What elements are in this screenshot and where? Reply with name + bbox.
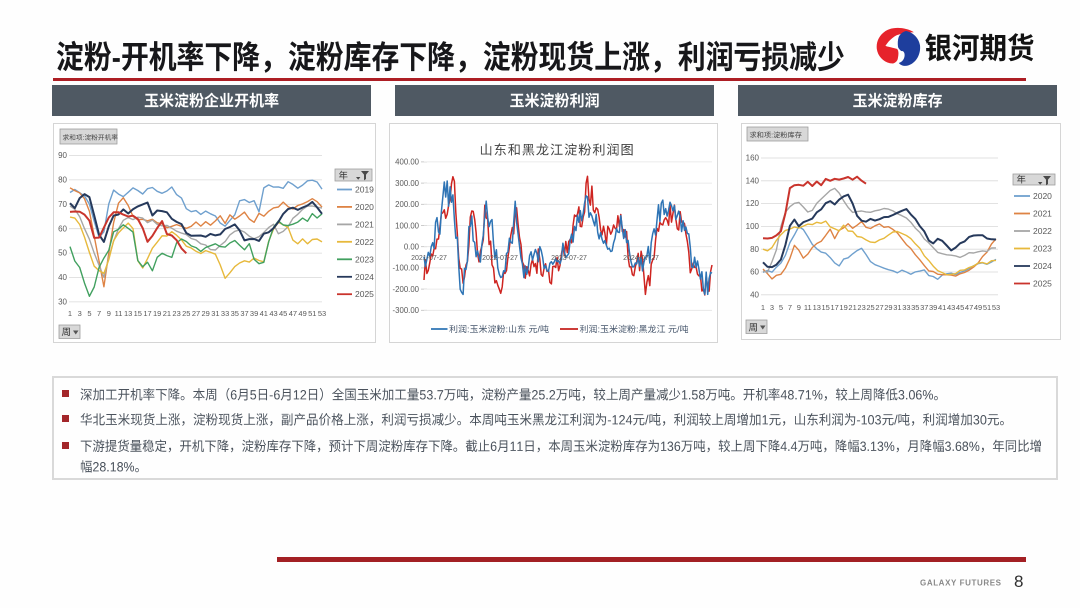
svg-text:45: 45 [956, 303, 964, 312]
svg-text:2021: 2021 [1033, 209, 1052, 219]
svg-text:300.00: 300.00 [395, 179, 420, 188]
svg-text:3: 3 [770, 303, 774, 312]
svg-text:2022-07-27: 2022-07-27 [482, 255, 518, 262]
svg-text:-300.00: -300.00 [393, 306, 420, 315]
svg-text:0.00: 0.00 [404, 243, 420, 252]
svg-text:33: 33 [902, 303, 910, 312]
svg-text:43: 43 [947, 303, 955, 312]
svg-text:33: 33 [221, 309, 229, 318]
svg-text:2024: 2024 [355, 272, 374, 282]
svg-text:37: 37 [240, 309, 248, 318]
svg-text:2024-07-27: 2024-07-27 [623, 255, 659, 262]
svg-text:2024: 2024 [1033, 261, 1052, 271]
svg-text:2025: 2025 [355, 289, 374, 299]
svg-text:31: 31 [211, 309, 219, 318]
svg-text:1: 1 [761, 303, 765, 312]
svg-text:9: 9 [107, 309, 111, 318]
svg-text:41: 41 [938, 303, 946, 312]
svg-text:23: 23 [857, 303, 865, 312]
svg-text:39: 39 [250, 309, 258, 318]
svg-text:15: 15 [134, 309, 142, 318]
svg-text:GALAXY FUTURES: GALAXY FUTURES [920, 579, 1002, 588]
svg-text:80: 80 [58, 176, 67, 185]
svg-text:25: 25 [866, 303, 874, 312]
svg-text:27: 27 [192, 309, 200, 318]
svg-text:70: 70 [58, 200, 67, 209]
svg-text:1: 1 [68, 309, 72, 318]
svg-text:7: 7 [788, 303, 792, 312]
svg-text:2025: 2025 [1033, 279, 1052, 289]
svg-text:5: 5 [779, 303, 783, 312]
svg-text:3: 3 [78, 309, 82, 318]
svg-text:43: 43 [269, 309, 277, 318]
svg-text:100.00: 100.00 [395, 221, 420, 230]
svg-text:21: 21 [848, 303, 856, 312]
svg-text:2020: 2020 [355, 202, 374, 212]
svg-text:60: 60 [750, 268, 759, 277]
svg-text:30: 30 [58, 298, 67, 307]
svg-text:2020: 2020 [1033, 191, 1052, 201]
svg-text:29: 29 [202, 309, 210, 318]
svg-text:40: 40 [58, 273, 67, 282]
svg-text:120: 120 [746, 199, 760, 208]
svg-text:51: 51 [983, 303, 991, 312]
svg-text:41: 41 [260, 309, 268, 318]
svg-text:23: 23 [172, 309, 180, 318]
svg-text:13: 13 [124, 309, 132, 318]
svg-text:53: 53 [992, 303, 1000, 312]
svg-text:19: 19 [153, 309, 161, 318]
svg-text:29: 29 [884, 303, 892, 312]
svg-text:47: 47 [289, 309, 297, 318]
svg-text:2023-07-27: 2023-07-27 [551, 255, 587, 262]
svg-text:17: 17 [143, 309, 151, 318]
svg-text:2021-07-27: 2021-07-27 [411, 255, 447, 262]
svg-text:11: 11 [804, 303, 812, 312]
svg-text:17: 17 [831, 303, 839, 312]
svg-text:25: 25 [182, 309, 190, 318]
svg-text:2019: 2019 [355, 185, 374, 195]
svg-text:140: 140 [746, 176, 760, 185]
svg-text:7: 7 [97, 309, 101, 318]
svg-text:8: 8 [1014, 572, 1023, 591]
svg-text:15: 15 [822, 303, 830, 312]
svg-text:400.00: 400.00 [395, 158, 420, 167]
svg-text:2022: 2022 [1033, 226, 1052, 236]
svg-text:2023: 2023 [355, 254, 374, 264]
svg-text:60: 60 [58, 224, 67, 233]
svg-text:31: 31 [893, 303, 901, 312]
svg-text:19: 19 [839, 303, 847, 312]
svg-text:51: 51 [308, 309, 316, 318]
svg-text:37: 37 [920, 303, 928, 312]
svg-text:45: 45 [279, 309, 287, 318]
svg-text:27: 27 [875, 303, 883, 312]
svg-text:49: 49 [974, 303, 982, 312]
svg-text:2021: 2021 [355, 219, 374, 229]
svg-text:53: 53 [318, 309, 326, 318]
svg-text:35: 35 [231, 309, 239, 318]
svg-text:160: 160 [746, 154, 760, 163]
svg-text:40: 40 [750, 290, 759, 299]
svg-text:-200.00: -200.00 [393, 285, 420, 294]
svg-text:2022: 2022 [355, 237, 374, 247]
svg-text:5: 5 [87, 309, 91, 318]
svg-text:13: 13 [813, 303, 821, 312]
svg-text:35: 35 [911, 303, 919, 312]
svg-text:100: 100 [746, 222, 760, 231]
svg-text:9: 9 [797, 303, 801, 312]
svg-text:47: 47 [965, 303, 973, 312]
svg-text:2023: 2023 [1033, 244, 1052, 254]
svg-text:90: 90 [58, 151, 67, 160]
svg-text:50: 50 [58, 249, 67, 258]
svg-text:-100.00: -100.00 [393, 264, 420, 273]
svg-text:21: 21 [163, 309, 171, 318]
svg-text:39: 39 [929, 303, 937, 312]
svg-text:49: 49 [298, 309, 306, 318]
svg-text:200.00: 200.00 [395, 200, 420, 209]
svg-text:11: 11 [115, 309, 123, 318]
svg-text:80: 80 [750, 245, 759, 254]
